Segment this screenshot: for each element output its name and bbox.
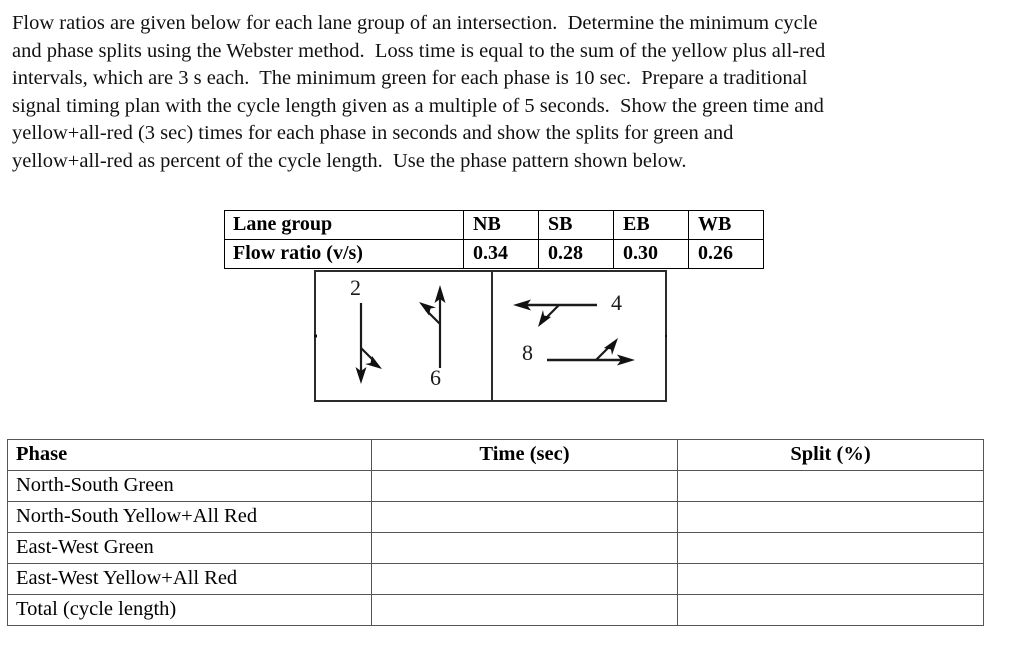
table-row: Total (cycle length) (7, 594, 984, 626)
problem-line: Flow ratios are given below for each lan… (12, 12, 818, 34)
problem-line: intervals, which are 3 s each. The minim… (12, 67, 808, 89)
cell-time-ns-green[interactable] (371, 470, 678, 502)
timing-plan-table: Phase Time (sec) Split (%) North-South G… (7, 439, 984, 626)
phase-box-north-south (314, 270, 493, 402)
problem-line: yellow+all-red as percent of the cycle l… (12, 149, 687, 172)
phase-number-6: 6 (430, 365, 441, 390)
problem-statement: Flow ratios are given below for each lan… (12, 10, 1012, 175)
table-row: Lane group NB SB EB WB (224, 210, 764, 240)
cell-split-ns-yellow-all-red[interactable] (677, 501, 984, 533)
problem-line: and phase splits using the Webster metho… (12, 39, 826, 62)
phase-8-arrow-eastbound (547, 338, 635, 366)
column-header-nb: NB (463, 210, 539, 240)
header-time: Time (sec) (371, 439, 678, 471)
flow-ratio-table: Lane group NB SB EB WB Flow ratio (v/s) … (224, 210, 764, 269)
flow-ratio-label: Flow ratio (v/s) (224, 239, 464, 269)
cell-split-total[interactable] (677, 594, 984, 626)
phase-number-8: 8 (522, 340, 533, 365)
header-phase: Phase (7, 439, 372, 471)
row-label-ns-green: North-South Green (7, 470, 372, 502)
cell-time-ew-green[interactable] (371, 532, 678, 564)
header-split: Split (%) (677, 439, 984, 471)
cell-time-ns-yellow-all-red[interactable] (371, 501, 678, 533)
row-label-total-cycle-length: Total (cycle length) (7, 594, 372, 626)
table-header-row: Phase Time (sec) Split (%) (7, 439, 984, 471)
table-row: North-South Green (7, 470, 984, 502)
row-label-ns-yellow-all-red: North-South Yellow+All Red (7, 501, 372, 533)
phase-4-arrow-westbound (513, 299, 597, 327)
phase-pattern-diagram: 2 6 4 8 (314, 270, 667, 402)
flow-ratio-sb: 0.28 (538, 239, 614, 269)
table-row: North-South Yellow+All Red (7, 501, 984, 533)
column-header-sb: SB (538, 210, 614, 240)
table-row: East-West Yellow+All Red (7, 563, 984, 595)
column-header-eb: EB (613, 210, 689, 240)
phase-2-arrow-southbound (355, 303, 382, 384)
cell-split-ew-green[interactable] (677, 532, 984, 564)
phase-number-4: 4 (611, 290, 622, 315)
table-row: Flow ratio (v/s) 0.34 0.28 0.30 0.26 (224, 239, 764, 269)
flow-ratio-wb: 0.26 (688, 239, 764, 269)
cell-split-ns-green[interactable] (677, 470, 984, 502)
phase-arrows-svg (314, 285, 667, 384)
cell-time-total[interactable] (371, 594, 678, 626)
problem-line: yellow+all-red (3 sec) times for each ph… (12, 122, 734, 144)
flow-ratio-nb: 0.34 (463, 239, 539, 269)
phase-6-arrow-northbound (419, 285, 446, 368)
lane-group-label: Lane group (224, 210, 464, 240)
problem-line: signal timing plan with the cycle length… (12, 94, 824, 117)
phase-box-east-west (491, 270, 667, 402)
row-label-ew-yellow-all-red: East-West Yellow+All Red (7, 563, 372, 595)
phase-number-2: 2 (350, 275, 361, 300)
cell-time-ew-yellow-all-red[interactable] (371, 563, 678, 595)
row-label-ew-green: East-West Green (7, 532, 372, 564)
column-header-wb: WB (688, 210, 764, 240)
cell-split-ew-yellow-all-red[interactable] (677, 563, 984, 595)
table-row: East-West Green (7, 532, 984, 564)
flow-ratio-eb: 0.30 (613, 239, 689, 269)
